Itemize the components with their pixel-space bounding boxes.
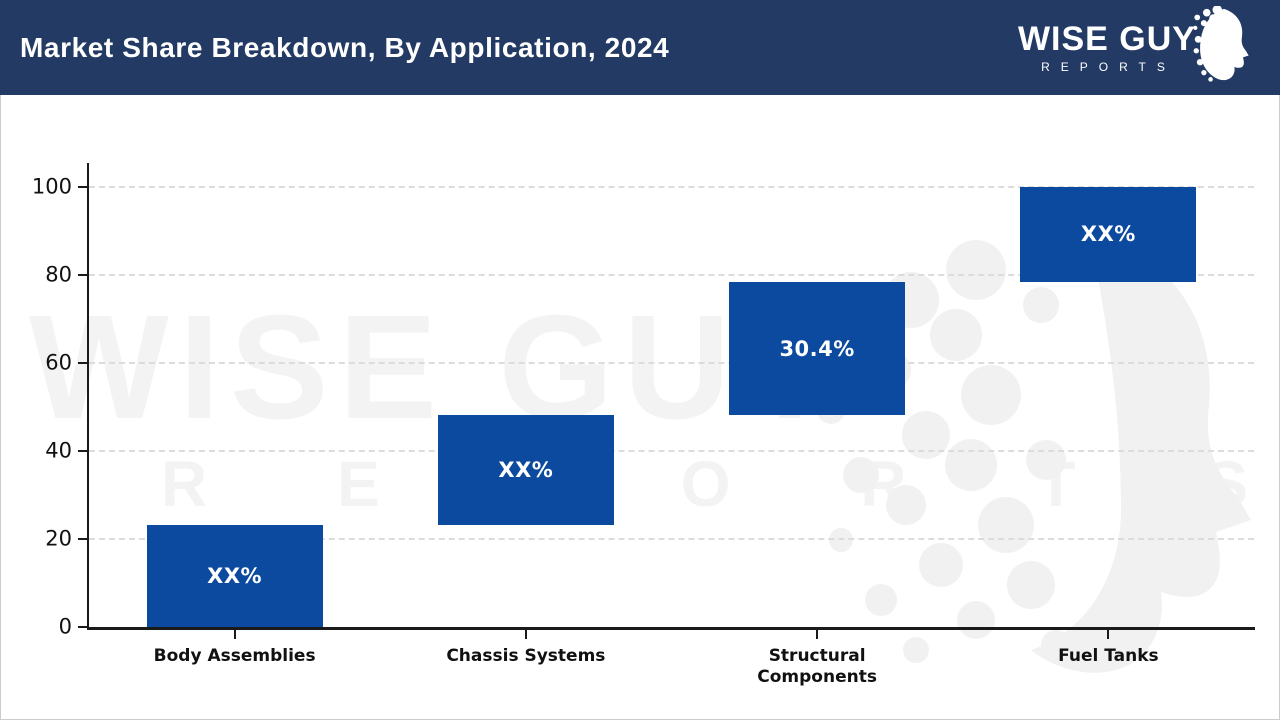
y-tick-label-60: 60	[45, 350, 72, 375]
x-tick-4	[1107, 630, 1110, 639]
gridline-20	[89, 538, 1254, 540]
y-tick-20	[78, 538, 87, 540]
x-axis-line	[87, 627, 1255, 630]
gridline-60	[89, 362, 1254, 364]
bar-segment-2: XX%	[437, 415, 614, 525]
logo-name: WISE GUY	[1017, 20, 1196, 58]
y-tick-label-100: 100	[31, 174, 72, 199]
bar-segment-1: XX%	[146, 524, 323, 627]
gridline-40	[89, 450, 1254, 452]
y-tick-label-20: 20	[45, 526, 72, 551]
bar-value-label: XX%	[498, 458, 554, 483]
y-axis-line	[87, 163, 89, 630]
x-category-label: Structural Components	[757, 646, 877, 688]
bar-segment-3: 30.4%	[729, 281, 906, 416]
x-category-label: Chassis Systems	[446, 646, 606, 666]
y-tick-label-80: 80	[45, 262, 72, 287]
x-category-label: Fuel Tanks	[1058, 646, 1159, 666]
x-tick-2	[524, 630, 527, 639]
y-tick-60	[78, 362, 87, 364]
page-title: Market Share Breakdown, By Application, …	[20, 31, 670, 63]
bar-value-label: 30.4%	[779, 336, 855, 361]
dotted-face-icon	[1190, 4, 1254, 90]
gridline-100	[89, 186, 1254, 188]
plot-area: 0 20 40 60 80 100 XX% Body Assemblies XX% Chassis…	[32, 176, 1254, 687]
y-tick-label-0: 0	[58, 614, 72, 639]
y-tick-label-40: 40	[45, 438, 72, 463]
bar-value-label: XX%	[1080, 222, 1136, 247]
bar-value-label: XX%	[207, 563, 263, 588]
chart-canvas: WISE GUY R E P O R T S 0 20 40 60 80 100 XX% Bo	[0, 95, 1280, 720]
gridline-80	[89, 274, 1254, 276]
logo-subtitle: REPORTS	[1041, 60, 1176, 74]
y-tick-80	[78, 274, 87, 276]
x-tick-1	[233, 630, 236, 639]
bar-segment-4: XX%	[1020, 187, 1197, 282]
wise-guy-reports-logo: WISE GUY REPORTS	[1018, 4, 1254, 90]
logo-text: WISE GUY REPORTS	[1018, 22, 1196, 73]
header-band: Market Share Breakdown, By Application, …	[0, 0, 1280, 95]
x-category-label: Body Assemblies	[153, 646, 316, 666]
y-tick-0	[78, 626, 87, 628]
y-tick-100	[78, 186, 87, 188]
y-tick-40	[78, 450, 87, 452]
x-tick-3	[816, 630, 819, 639]
